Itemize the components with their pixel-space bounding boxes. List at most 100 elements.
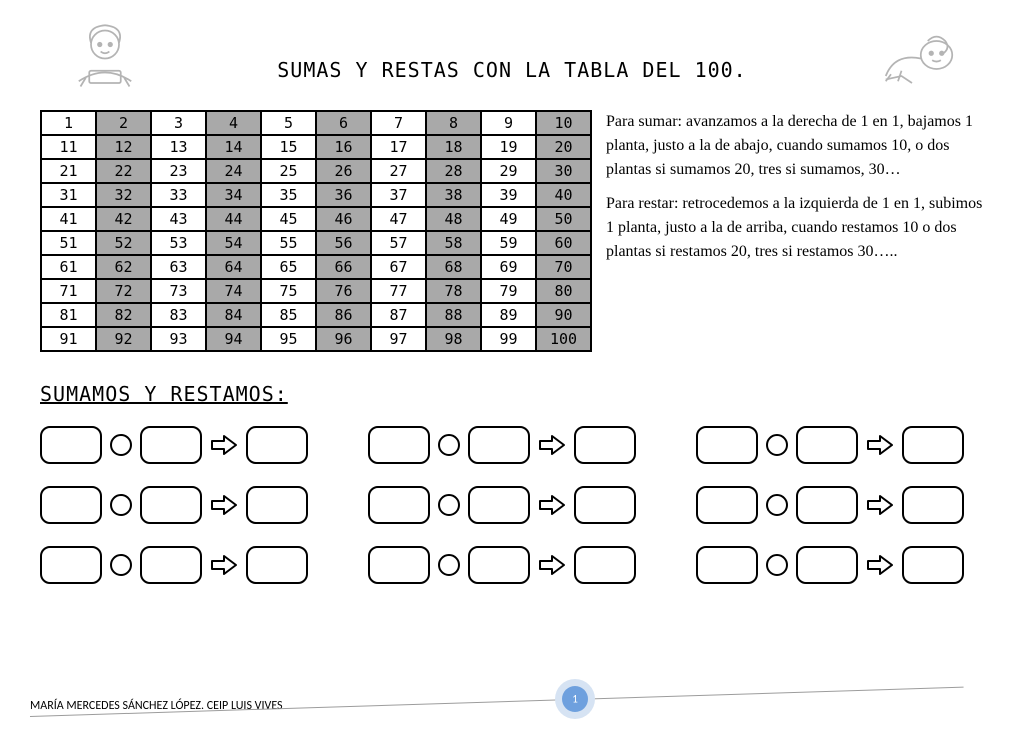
table-cell: 11 bbox=[41, 135, 96, 159]
result-box[interactable] bbox=[246, 546, 308, 584]
operator-circle[interactable] bbox=[766, 494, 788, 516]
table-cell: 49 bbox=[481, 207, 536, 231]
table-cell: 81 bbox=[41, 303, 96, 327]
result-box[interactable] bbox=[574, 486, 636, 524]
table-cell: 25 bbox=[261, 159, 316, 183]
table-cell: 20 bbox=[536, 135, 591, 159]
table-cell: 18 bbox=[426, 135, 481, 159]
arrow-icon bbox=[866, 554, 894, 576]
content-row: 1234567891011121314151617181920212223242… bbox=[0, 100, 1024, 352]
problem-item bbox=[368, 546, 656, 584]
operand-box[interactable] bbox=[368, 486, 430, 524]
table-cell: 76 bbox=[316, 279, 371, 303]
table-cell: 73 bbox=[151, 279, 206, 303]
table-cell: 74 bbox=[206, 279, 261, 303]
table-cell: 35 bbox=[261, 183, 316, 207]
table-cell: 24 bbox=[206, 159, 261, 183]
table-cell: 95 bbox=[261, 327, 316, 351]
table-cell: 88 bbox=[426, 303, 481, 327]
operand-box[interactable] bbox=[368, 426, 430, 464]
operand-box[interactable] bbox=[696, 486, 758, 524]
problem-item bbox=[368, 486, 656, 524]
hundred-table: 1234567891011121314151617181920212223242… bbox=[40, 110, 592, 352]
table-cell: 87 bbox=[371, 303, 426, 327]
table-cell: 69 bbox=[481, 255, 536, 279]
table-cell: 82 bbox=[96, 303, 151, 327]
operand-box[interactable] bbox=[468, 486, 530, 524]
table-cell: 30 bbox=[536, 159, 591, 183]
table-cell: 59 bbox=[481, 231, 536, 255]
table-cell: 44 bbox=[206, 207, 261, 231]
table-cell: 92 bbox=[96, 327, 151, 351]
result-box[interactable] bbox=[574, 426, 636, 464]
operand-box[interactable] bbox=[468, 426, 530, 464]
table-cell: 48 bbox=[426, 207, 481, 231]
result-box[interactable] bbox=[574, 546, 636, 584]
child-lying-icon bbox=[874, 20, 964, 90]
result-box[interactable] bbox=[246, 486, 308, 524]
table-cell: 85 bbox=[261, 303, 316, 327]
operand-box[interactable] bbox=[368, 546, 430, 584]
table-cell: 63 bbox=[151, 255, 206, 279]
table-cell: 21 bbox=[41, 159, 96, 183]
table-cell: 13 bbox=[151, 135, 206, 159]
operator-circle[interactable] bbox=[110, 434, 132, 456]
operator-circle[interactable] bbox=[438, 434, 460, 456]
operator-circle[interactable] bbox=[766, 434, 788, 456]
table-cell: 10 bbox=[536, 111, 591, 135]
table-cell: 1 bbox=[41, 111, 96, 135]
table-cell: 70 bbox=[536, 255, 591, 279]
table-cell: 41 bbox=[41, 207, 96, 231]
result-box[interactable] bbox=[902, 486, 964, 524]
operand-box[interactable] bbox=[696, 426, 758, 464]
table-cell: 22 bbox=[96, 159, 151, 183]
operator-circle[interactable] bbox=[438, 494, 460, 516]
table-cell: 89 bbox=[481, 303, 536, 327]
operand-box[interactable] bbox=[696, 546, 758, 584]
operand-box[interactable] bbox=[140, 546, 202, 584]
problem-item bbox=[696, 486, 984, 524]
table-cell: 91 bbox=[41, 327, 96, 351]
table-cell: 84 bbox=[206, 303, 261, 327]
operand-box[interactable] bbox=[140, 486, 202, 524]
table-cell: 61 bbox=[41, 255, 96, 279]
table-cell: 16 bbox=[316, 135, 371, 159]
table-cell: 97 bbox=[371, 327, 426, 351]
result-box[interactable] bbox=[246, 426, 308, 464]
table-cell: 79 bbox=[481, 279, 536, 303]
table-cell: 90 bbox=[536, 303, 591, 327]
table-cell: 8 bbox=[426, 111, 481, 135]
operand-box[interactable] bbox=[140, 426, 202, 464]
table-cell: 66 bbox=[316, 255, 371, 279]
operand-box[interactable] bbox=[40, 486, 102, 524]
problem-item bbox=[40, 486, 328, 524]
operator-circle[interactable] bbox=[438, 554, 460, 576]
operator-circle[interactable] bbox=[110, 494, 132, 516]
result-box[interactable] bbox=[902, 426, 964, 464]
table-cell: 3 bbox=[151, 111, 206, 135]
table-cell: 99 bbox=[481, 327, 536, 351]
operator-circle[interactable] bbox=[766, 554, 788, 576]
operand-box[interactable] bbox=[796, 486, 858, 524]
table-cell: 77 bbox=[371, 279, 426, 303]
table-cell: 14 bbox=[206, 135, 261, 159]
footer-author: MARÍA MERCEDES SÁNCHEZ LÓPEZ. CEIP LUIS … bbox=[30, 699, 283, 713]
operand-box[interactable] bbox=[40, 546, 102, 584]
section-label: SUMAMOS Y RESTAMOS: bbox=[0, 352, 1024, 416]
result-box[interactable] bbox=[902, 546, 964, 584]
problem-item bbox=[40, 426, 328, 464]
operand-box[interactable] bbox=[796, 426, 858, 464]
arrow-icon bbox=[210, 554, 238, 576]
operand-box[interactable] bbox=[40, 426, 102, 464]
operand-box[interactable] bbox=[468, 546, 530, 584]
arrow-icon bbox=[866, 434, 894, 456]
operand-box[interactable] bbox=[796, 546, 858, 584]
operator-circle[interactable] bbox=[110, 554, 132, 576]
table-cell: 83 bbox=[151, 303, 206, 327]
table-cell: 26 bbox=[316, 159, 371, 183]
arrow-icon bbox=[866, 494, 894, 516]
footer: MARÍA MERCEDES SÁNCHEZ LÓPEZ. CEIP LUIS … bbox=[0, 716, 1024, 717]
table-cell: 47 bbox=[371, 207, 426, 231]
table-cell: 2 bbox=[96, 111, 151, 135]
table-cell: 40 bbox=[536, 183, 591, 207]
